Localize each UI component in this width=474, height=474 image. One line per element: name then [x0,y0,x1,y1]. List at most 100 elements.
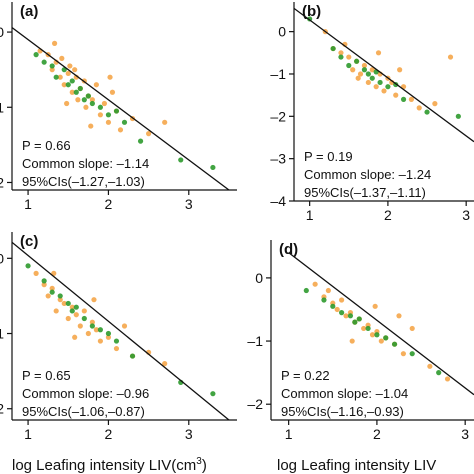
y-tick-label: 0 [0,24,4,40]
stats-text: P = 0.22 [281,368,330,383]
orange-point [41,282,47,288]
green-point [97,104,103,110]
stats-text: 95%CIs(–1.27,–1.03) [22,174,145,189]
orange-point [346,54,352,60]
y-tick-label: 0 [0,250,4,266]
green-point [330,303,336,309]
orange-point [349,338,355,344]
orange-point [109,89,116,95]
orange-point [408,96,414,102]
stats-text: 95%CIs(–1.16,–0.93) [281,404,404,419]
orange-point [397,67,403,73]
green-point [121,119,128,125]
fit-line [12,26,230,190]
green-point [69,78,75,84]
green-point [81,315,87,322]
panel-label: (b) [302,3,321,20]
orange-point [49,67,55,73]
orange-point [121,323,128,329]
green-point [97,327,103,333]
green-point [339,310,345,316]
stats-text: 95%CIs(–1.06,–0.87) [22,404,145,419]
green-point [65,82,71,88]
scatter-panel: 1 2 3 0 1 2 (c) P = 0.65 Common slope: –0.96 95%C… [0,232,237,442]
orange-point [51,40,58,46]
stats-text: 95%CIs(–1.37,–1.11) [304,185,426,200]
green-point [455,113,461,119]
orange-point [113,345,120,352]
green-point [321,297,327,303]
green-point [385,84,391,90]
green-point [369,75,375,81]
orange-point [33,270,39,276]
green-point [178,157,184,163]
green-point [73,304,79,310]
green-point [137,138,144,144]
panel-label: (c) [20,233,38,250]
orange-point [88,123,94,129]
orange-point [65,70,71,77]
green-point [85,93,91,99]
stats-text: P = 0.65 [22,368,71,383]
y-tick-label: 1 [0,99,4,115]
orange-point [67,63,73,69]
green-point [105,330,112,337]
orange-point [393,92,399,98]
orange-point [69,89,75,95]
orange-point [105,119,112,125]
scatter-panel: 1 2 3 0 1 2 (a) P = 0.66 Common slope: –1.14 95%C… [0,2,237,212]
orange-point [91,297,97,303]
orange-point [61,82,67,88]
green-point [356,316,362,322]
orange-point [365,79,371,86]
green-point [53,74,59,80]
orange-point [381,88,387,94]
orange-point [373,84,379,90]
x-tick-label: 2 [105,196,113,212]
data-points [307,16,461,119]
x-tick-label: 3 [185,196,193,212]
green-point [377,79,383,86]
x-tick-label: 1 [285,426,293,442]
orange-point [93,82,99,88]
green-point [33,52,39,58]
green-point [113,108,120,114]
orange-point [73,312,79,318]
x-tick-label: 1 [24,196,32,212]
orange-point [89,97,95,103]
green-point [365,325,371,332]
orange-point [105,334,112,340]
green-point [69,308,75,314]
orange-point [49,285,55,291]
orange-point [369,332,376,338]
green-point [57,293,63,299]
orange-point [72,334,78,340]
orange-point [357,71,364,77]
green-point [210,391,216,397]
green-point [89,323,95,329]
green-point [41,59,47,65]
y-tick-label: –1 [247,333,263,349]
fit-line [288,252,474,396]
green-point [352,319,358,325]
orange-point [65,315,71,322]
fit-line [12,241,230,420]
data-points [303,281,451,382]
green-point [424,109,430,115]
orange-point [400,351,406,357]
scatter-panel: 1 2 3 0 –1 –2 –3 –4 (b) P = 0.19 Common slope: –1.… [270,2,474,223]
panel-label: (a) [20,3,38,20]
y-tick-label: –1 [270,66,286,82]
orange-point [81,308,87,314]
y-tick-label: 2 [0,401,4,417]
orange-point [334,306,340,313]
orange-point [369,67,375,73]
orange-point [72,67,78,73]
green-point [347,313,354,319]
x-axis-label-left: log Leafing intensity LIV(cm3) [12,456,207,474]
orange-point [146,131,152,137]
orange-point [338,50,344,56]
green-point [303,287,309,294]
panel-label: (d) [279,241,298,258]
